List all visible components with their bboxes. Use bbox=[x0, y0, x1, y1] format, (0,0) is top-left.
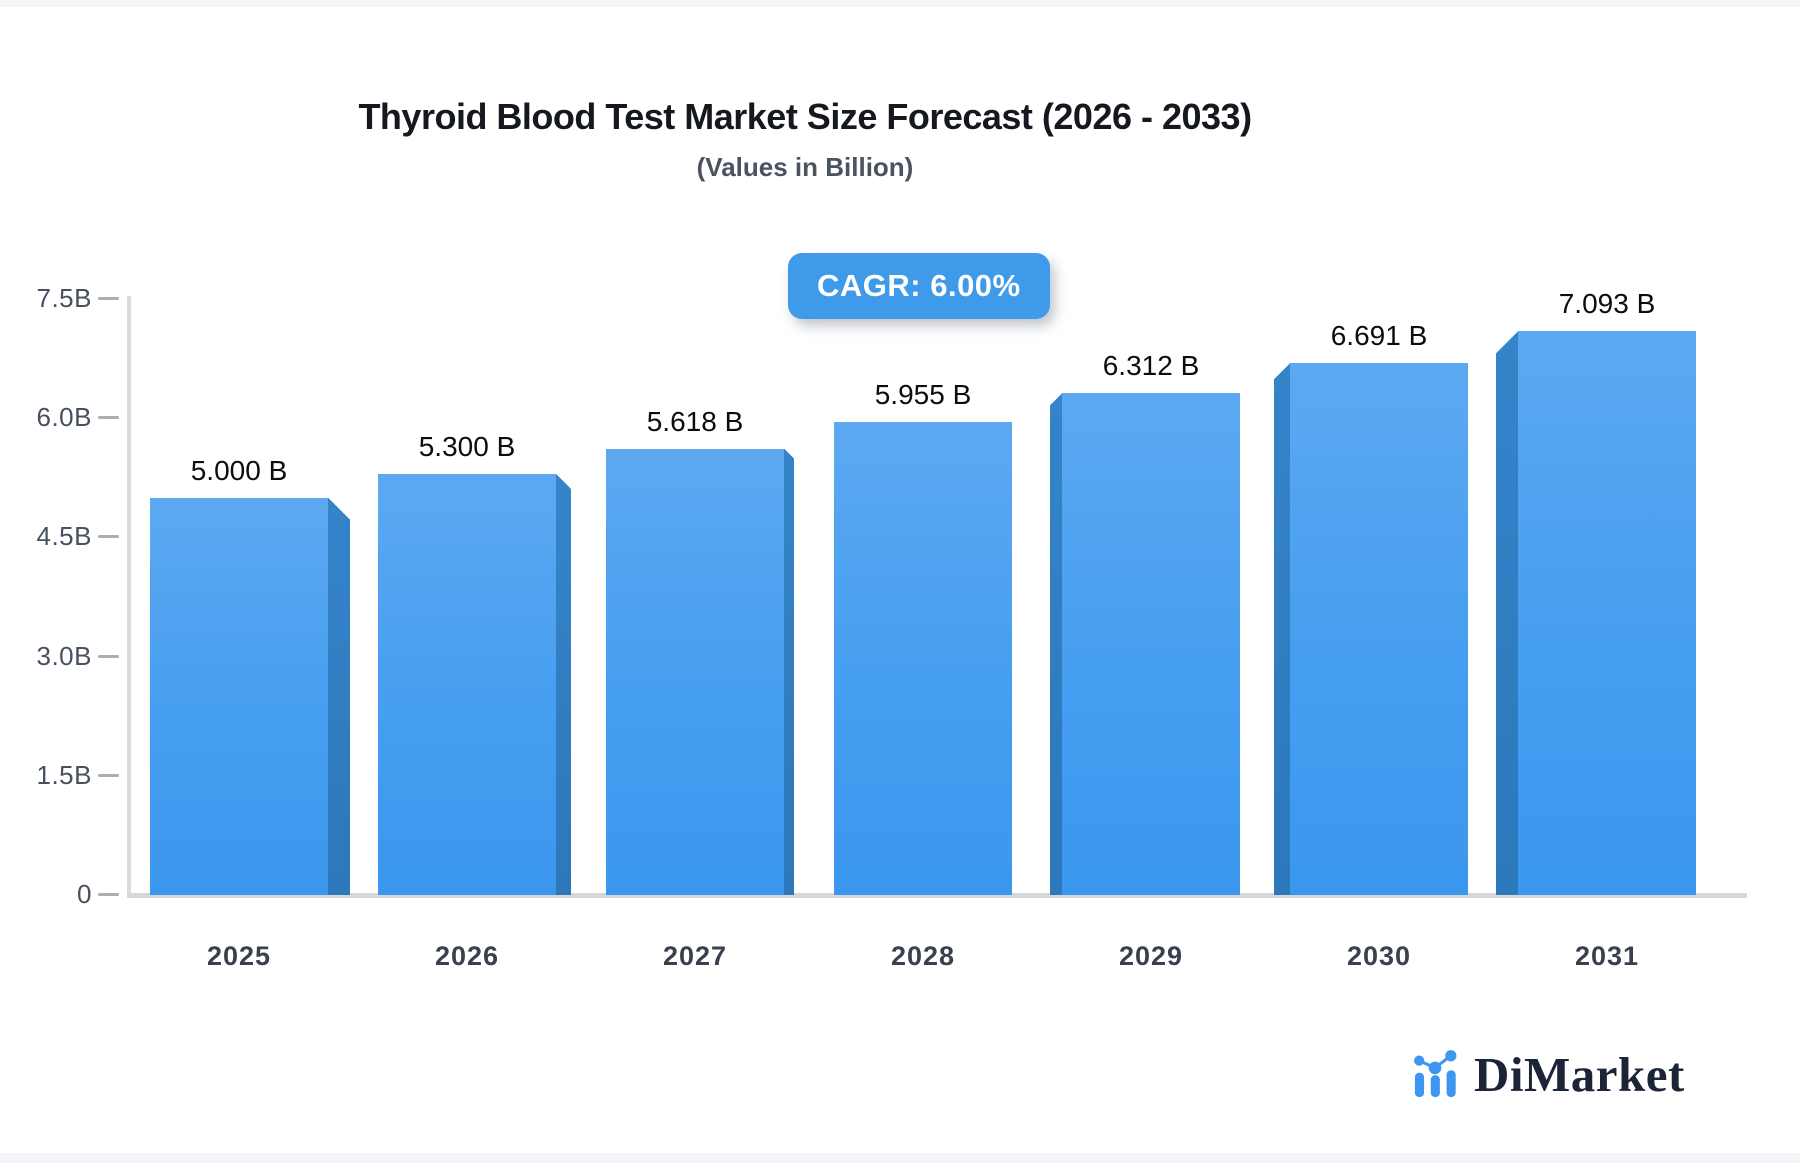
bar-2028 bbox=[834, 421, 1012, 895]
y-tick-label: 6.0B bbox=[36, 402, 92, 433]
y-tick-mark bbox=[98, 416, 119, 420]
chart-title: Thyroid Blood Test Market Size Forecast … bbox=[358, 96, 1252, 137]
plot-area: 7.5B 6.0B 4.5B 3.0B 1.5B 0 5.000 B 2025 5.300 B 2… bbox=[0, 7, 1800, 1163]
x-axis-label-2025: 2025 bbox=[206, 941, 272, 971]
y-tick-label: 1.5B bbox=[36, 759, 92, 790]
chart-header: Thyroid Blood Test Market Size Forecast … bbox=[0, 7, 1610, 183]
x-axis-label-2031: 2031 bbox=[1574, 941, 1640, 971]
bar-side-2031 bbox=[1496, 331, 1518, 895]
bar-value-label: 6.691 B bbox=[1330, 320, 1428, 352]
y-tick-label: 3.0B bbox=[36, 640, 92, 671]
y-tick-mark bbox=[98, 893, 119, 896]
cagr-badge: CAGR: 6.00% bbox=[788, 253, 1050, 319]
x-axis-label-2030: 2030 bbox=[1346, 941, 1412, 971]
bar-value-label: 5.955 B bbox=[874, 378, 972, 410]
bar-2026 bbox=[378, 473, 556, 895]
bar-value-label: 7.093 B bbox=[1558, 288, 1656, 320]
brand-logo-text: DiMarket bbox=[1474, 1046, 1685, 1102]
bar-side-2027 bbox=[784, 448, 794, 895]
bar-2027 bbox=[606, 448, 784, 895]
bar-2025 bbox=[150, 497, 328, 895]
x-axis-label-2028: 2028 bbox=[890, 941, 956, 971]
bar-side-2025 bbox=[328, 497, 350, 895]
bar-side-2029 bbox=[1050, 393, 1062, 895]
bar-value-label: 5.000 B bbox=[190, 454, 288, 486]
y-tick-mark bbox=[98, 535, 119, 539]
x-axis-label-2027: 2027 bbox=[662, 941, 728, 971]
chart-subtitle: (Values in Billion) bbox=[696, 152, 914, 182]
y-axis-line bbox=[127, 296, 131, 897]
bar-side-2030 bbox=[1274, 363, 1290, 895]
y-tick-label: 0 bbox=[77, 879, 92, 909]
chart-card: Thyroid Blood Test Market Size Forecast … bbox=[0, 7, 1800, 1153]
bar-2030 bbox=[1290, 363, 1468, 895]
y-tick-label: 4.5B bbox=[36, 521, 92, 552]
x-axis-label-2026: 2026 bbox=[434, 941, 500, 971]
bar-value-label: 5.300 B bbox=[418, 430, 516, 462]
x-axis-label-2029: 2029 bbox=[1118, 941, 1184, 971]
bar-value-label: 6.312 B bbox=[1102, 350, 1200, 382]
bar-2029 bbox=[1062, 393, 1240, 895]
y-tick-mark bbox=[98, 773, 119, 777]
mini-bar-chart-icon bbox=[1414, 1050, 1457, 1098]
y-tick-label: 7.5B bbox=[36, 283, 92, 313]
bar-value-label: 5.618 B bbox=[646, 405, 744, 437]
bar-2031 bbox=[1518, 331, 1696, 895]
brand-logo: DiMarket bbox=[1408, 1043, 1685, 1105]
x-axis-baseline bbox=[127, 893, 1747, 898]
bar-side-2026 bbox=[556, 473, 571, 895]
y-tick-mark bbox=[98, 654, 119, 658]
y-tick-mark bbox=[98, 297, 119, 300]
